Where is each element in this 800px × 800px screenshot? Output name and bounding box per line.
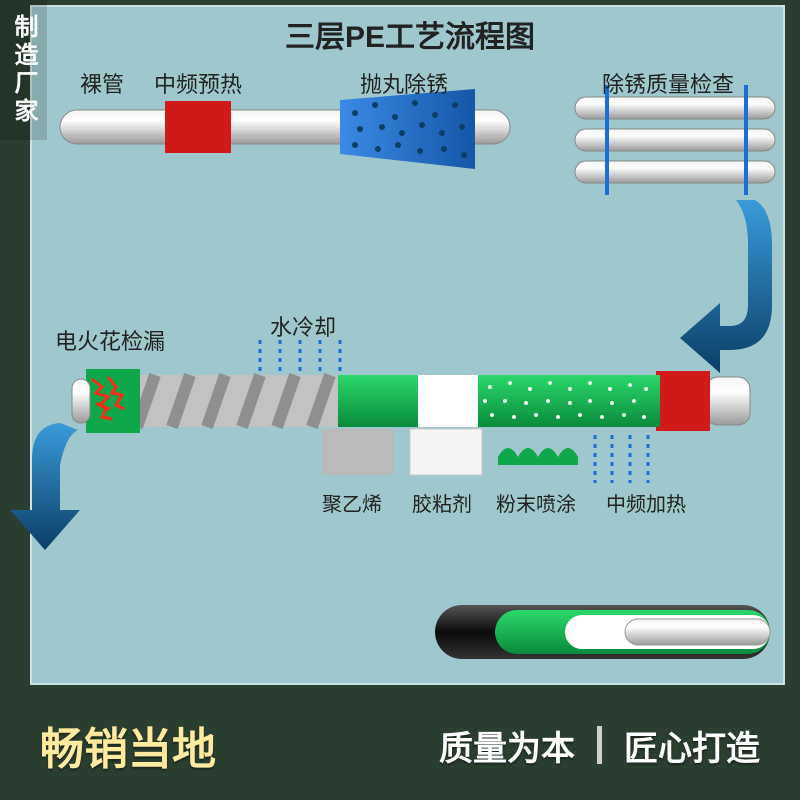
- badge-manufacturer: 制造厂家: [0, 0, 47, 140]
- label-powder-spray: 粉末喷涂: [496, 488, 576, 517]
- label-polyethylene: 聚乙烯: [322, 488, 382, 517]
- label-shot-blast: 抛丸除锈: [360, 67, 448, 99]
- label-spark-test: 电火花检漏: [55, 324, 165, 356]
- label-bare-pipe: 裸管: [80, 67, 124, 99]
- banner-right-a: 质量为本: [439, 721, 575, 770]
- diagram-svg: [0, 0, 800, 800]
- label-rust-inspect: 除锈质量检查: [602, 67, 734, 99]
- label-mf-heat: 中频加热: [606, 488, 686, 517]
- banner-right-b: 匠心打造: [624, 721, 760, 770]
- banner-left-text: 畅销当地: [40, 713, 216, 777]
- label-water-cool: 水冷却: [270, 310, 336, 342]
- banner-separator: [597, 726, 602, 764]
- diagram-title: 三层PE工艺流程图: [285, 12, 535, 56]
- banner-right-text: 质量为本 匠心打造: [439, 721, 760, 770]
- label-mf-preheat: 中频预热: [154, 67, 242, 99]
- label-adhesive: 胶粘剂: [412, 488, 472, 517]
- bottom-banner: 畅销当地 质量为本 匠心打造: [0, 690, 800, 800]
